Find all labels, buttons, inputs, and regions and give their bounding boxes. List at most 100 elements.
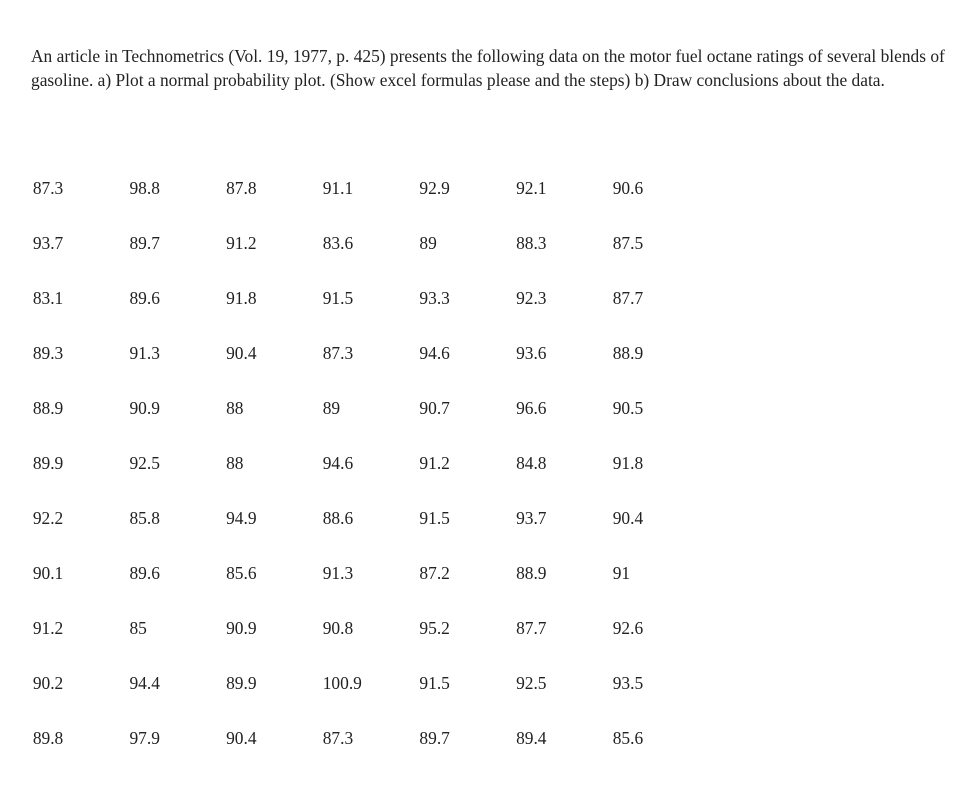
data-cell: 91 xyxy=(612,562,631,583)
data-cell: 89.9 xyxy=(226,672,257,693)
data-cell: 89 xyxy=(322,397,341,418)
data-cell: 85.6 xyxy=(226,562,257,583)
data-cell: 93.6 xyxy=(516,342,547,363)
table-row: 91.2 85 90.9 90.8 95.2 87.7 92.6 xyxy=(0,600,963,655)
data-cell: 89.7 xyxy=(419,727,450,748)
data-cell: 95.2 xyxy=(419,617,450,638)
table-row: 88.9 90.9 88 89 90.7 96.6 90.5 xyxy=(0,380,963,435)
data-cell: 89.3 xyxy=(32,342,64,363)
octane-rating-data-table: 87.3 98.8 87.8 91.1 92.9 92.1 90.6 93.7 89.7 91.2… xyxy=(0,160,963,765)
data-cell: 85.6 xyxy=(612,727,644,748)
data-cell: 93.7 xyxy=(32,232,64,253)
data-cell: 94.9 xyxy=(226,507,257,528)
question-prompt: An article in Technometrics (Vol. 19, 19… xyxy=(31,46,945,90)
table-row: 90.1 89.6 85.6 91.3 87.2 88.9 91 xyxy=(0,545,963,600)
data-cell: 100.9 xyxy=(322,672,362,693)
data-cell: 89.8 xyxy=(32,727,64,748)
data-cell: 88.6 xyxy=(322,507,354,528)
table-row: 87.3 98.8 87.8 91.1 92.9 92.1 90.6 xyxy=(0,160,963,215)
table-row: 83.1 89.6 91.8 91.5 93.3 92.3 87.7 xyxy=(0,270,963,325)
data-cell: 85.8 xyxy=(129,507,160,528)
data-cell: 88.9 xyxy=(516,562,547,583)
data-cell: 92.5 xyxy=(516,672,547,693)
data-cell: 90.4 xyxy=(612,507,644,528)
data-cell: 91.5 xyxy=(322,287,354,308)
data-cell: 91.2 xyxy=(419,452,450,473)
data-cell: 89.6 xyxy=(129,562,160,583)
row-left-margin xyxy=(0,325,33,380)
row-left-margin xyxy=(0,215,33,270)
data-cell: 93.3 xyxy=(419,287,450,308)
data-cell: 91.1 xyxy=(322,177,354,198)
row-left-margin xyxy=(0,655,33,710)
data-cell: 88.9 xyxy=(32,397,64,418)
data-cell: 87.2 xyxy=(419,562,450,583)
data-cell: 92.1 xyxy=(516,177,547,198)
data-cell: 90.4 xyxy=(226,342,257,363)
data-cell: 88 xyxy=(226,452,244,473)
data-cell: 87.7 xyxy=(516,617,547,638)
data-cell: 89.6 xyxy=(129,287,160,308)
data-cell: 90.4 xyxy=(226,727,257,748)
data-cell: 90.5 xyxy=(612,397,644,418)
data-cell: 91.3 xyxy=(129,342,160,363)
data-cell: 92.6 xyxy=(612,617,644,638)
data-cell: 91.5 xyxy=(419,507,450,528)
data-cell: 92.3 xyxy=(516,287,547,308)
data-cell: 89.9 xyxy=(32,452,64,473)
row-left-margin xyxy=(0,545,33,600)
table-row: 92.2 85.8 94.9 88.6 91.5 93.7 90.4 xyxy=(0,490,963,545)
data-cell: 87.3 xyxy=(322,727,354,748)
data-cell: 92.2 xyxy=(32,507,64,528)
data-cell: 97.9 xyxy=(129,727,160,748)
data-cell: 83.1 xyxy=(32,287,64,308)
data-cell: 93.5 xyxy=(612,672,644,693)
data-cell: 88 xyxy=(226,397,244,418)
data-cell: 91.2 xyxy=(32,617,64,638)
data-cell: 87.7 xyxy=(612,287,644,308)
data-cell: 87.5 xyxy=(612,232,644,253)
table-row: 90.2 94.4 89.9 100.9 91.5 92.5 93.5 xyxy=(0,655,963,710)
data-cell: 90.1 xyxy=(32,562,64,583)
table-row: 89.8 97.9 90.4 87.3 89.7 89.4 85.6 xyxy=(0,710,963,765)
data-cell: 83.6 xyxy=(322,232,354,253)
row-left-margin xyxy=(0,490,33,545)
row-left-margin xyxy=(0,710,33,765)
data-cell: 89 xyxy=(419,232,437,253)
data-cell: 88.9 xyxy=(612,342,644,363)
data-cell: 87.3 xyxy=(322,342,354,363)
data-cell: 90.9 xyxy=(226,617,257,638)
data-cell: 94.6 xyxy=(419,342,450,363)
table-row: 89.3 91.3 90.4 87.3 94.6 93.6 88.9 xyxy=(0,325,963,380)
data-cell: 94.6 xyxy=(322,452,354,473)
row-left-margin xyxy=(0,380,33,435)
row-left-margin xyxy=(0,600,33,655)
data-cell: 92.9 xyxy=(419,177,450,198)
data-cell: 92.5 xyxy=(129,452,160,473)
data-cell: 85 xyxy=(129,617,147,638)
row-left-margin xyxy=(0,160,33,215)
data-cell: 90.6 xyxy=(612,177,644,198)
data-cell: 89.4 xyxy=(516,727,547,748)
data-cell: 91.8 xyxy=(612,452,644,473)
data-cell: 88.3 xyxy=(516,232,547,253)
data-cell: 89.7 xyxy=(129,232,160,253)
data-cell: 94.4 xyxy=(129,672,160,693)
data-cell: 91.3 xyxy=(322,562,354,583)
data-cell: 87.3 xyxy=(32,177,64,198)
data-cell: 84.8 xyxy=(516,452,547,473)
data-cell: 91.8 xyxy=(226,287,257,308)
data-cell: 90.9 xyxy=(129,397,160,418)
data-cell: 91.5 xyxy=(419,672,450,693)
data-cell: 90.8 xyxy=(322,617,354,638)
data-cell: 90.2 xyxy=(32,672,64,693)
table-row: 89.9 92.5 88 94.6 91.2 84.8 91.8 xyxy=(0,435,963,490)
data-cell: 87.8 xyxy=(226,177,257,198)
data-cell: 96.6 xyxy=(516,397,547,418)
row-left-margin xyxy=(0,270,33,325)
table-row: 93.7 89.7 91.2 83.6 89 88.3 87.5 xyxy=(0,215,963,270)
data-cell: 91.2 xyxy=(226,232,257,253)
data-cell: 98.8 xyxy=(129,177,160,198)
data-cell: 90.7 xyxy=(419,397,450,418)
